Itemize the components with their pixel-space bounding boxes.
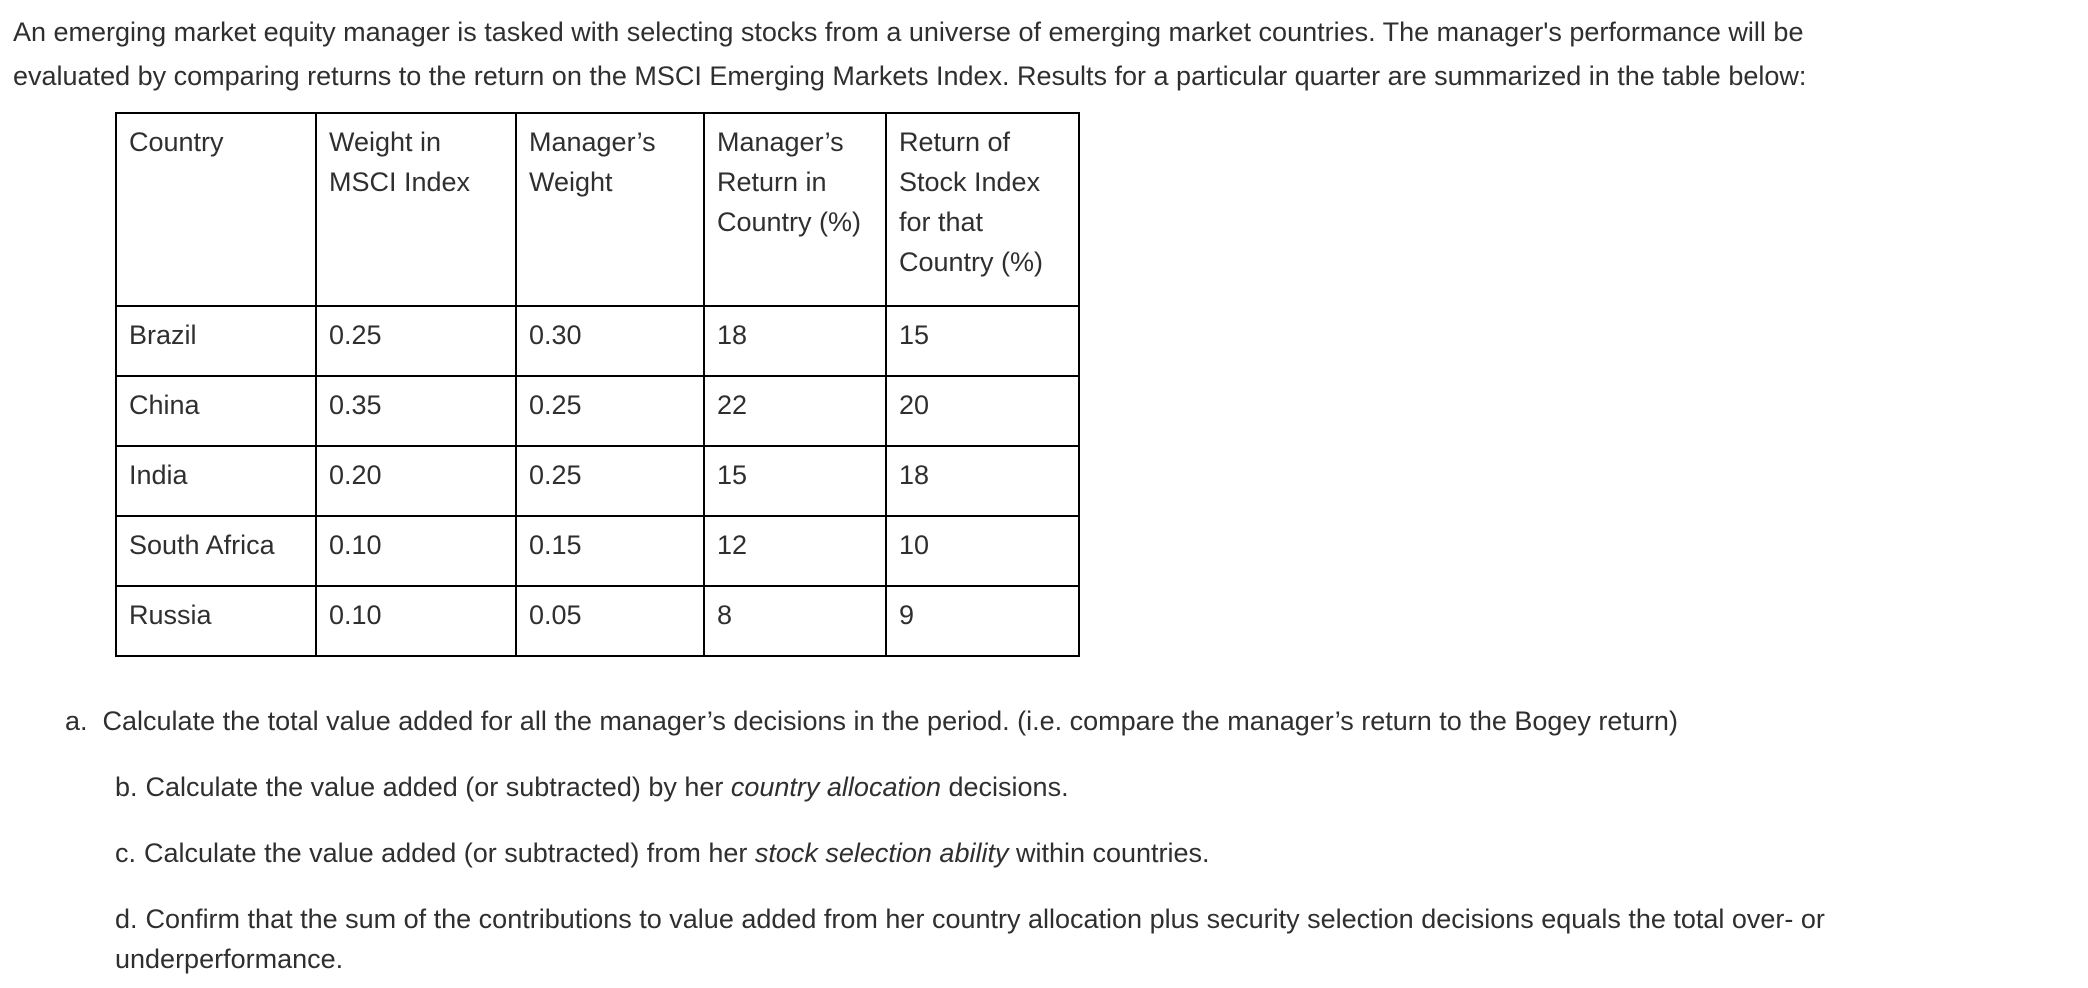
cell-manager-return: 12 xyxy=(703,515,887,587)
col-header-index-return: Return of Stock Index for that Country (… xyxy=(885,112,1080,307)
col-header-manager-weight: Manager’s Weight xyxy=(515,112,705,307)
table-row: India 0.20 0.25 15 18 xyxy=(115,445,1080,517)
cell-manager-weight: 0.25 xyxy=(515,445,705,517)
question-c-text: Calculate the value added (or subtracted… xyxy=(144,838,755,868)
question-a-label: a. xyxy=(65,706,88,736)
cell-manager-return: 15 xyxy=(703,445,887,517)
header-row: Country Weight in MSCI Index Manager’s W… xyxy=(115,112,1080,307)
cell-index-return: 15 xyxy=(885,305,1080,377)
cell-msci-weight: 0.25 xyxy=(315,305,517,377)
cell-manager-return: 8 xyxy=(703,585,887,657)
cell-manager-return: 22 xyxy=(703,375,887,447)
question-a-text: Calculate the total value added for all … xyxy=(102,706,1678,736)
question-c-text-suffix: within countries. xyxy=(1008,838,1210,868)
cell-country: Russia xyxy=(115,585,317,657)
cell-manager-weight: 0.25 xyxy=(515,375,705,447)
question-d-text: Confirm that the sum of the contribution… xyxy=(115,904,1825,974)
cell-msci-weight: 0.35 xyxy=(315,375,517,447)
cell-country: South Africa xyxy=(115,515,317,587)
table-row: Brazil 0.25 0.30 18 15 xyxy=(115,305,1080,377)
table-row: South Africa 0.10 0.15 12 10 xyxy=(115,515,1080,587)
cell-country: India xyxy=(115,445,317,517)
cell-msci-weight: 0.20 xyxy=(315,445,517,517)
cell-manager-weight: 0.05 xyxy=(515,585,705,657)
table-row: China 0.35 0.25 22 20 xyxy=(115,375,1080,447)
cell-index-return: 9 xyxy=(885,585,1080,657)
question-c-italic-phrase: stock selection ability xyxy=(754,838,1009,868)
problem-document: An emerging market equity manager is tas… xyxy=(0,10,2088,979)
table-header: Country Weight in MSCI Index Manager’s W… xyxy=(115,112,1080,307)
cell-country: Brazil xyxy=(115,305,317,377)
question-b-italic-phrase: country allocation xyxy=(730,772,941,802)
cell-msci-weight: 0.10 xyxy=(315,585,517,657)
cell-manager-weight: 0.15 xyxy=(515,515,705,587)
cell-country: China xyxy=(115,375,317,447)
question-d: d. Confirm that the sum of the contributi… xyxy=(115,899,2088,979)
cell-msci-weight: 0.10 xyxy=(315,515,517,587)
results-table: Country Weight in MSCI Index Manager’s W… xyxy=(115,112,1080,657)
question-a: a. Calculate the total value added for al… xyxy=(65,701,2088,741)
question-b-label: b. xyxy=(115,772,138,802)
question-c-label: c. xyxy=(115,838,137,868)
question-b-text: Calculate the value added (or subtracted… xyxy=(145,772,731,802)
col-header-manager-return: Manager’s Return in Country (%) xyxy=(703,112,887,307)
cell-manager-weight: 0.30 xyxy=(515,305,705,377)
document-page: { "page": { "intro": "An emerging market… xyxy=(0,10,2088,988)
question-b-text-suffix: decisions. xyxy=(941,772,1069,802)
cell-index-return: 10 xyxy=(885,515,1080,587)
question-d-label: d. xyxy=(115,904,138,934)
question-c: c. Calculate the value added (or subtract… xyxy=(115,833,2088,873)
problem-statement: An emerging market equity manager is tas… xyxy=(13,17,1807,91)
questions-list: a. Calculate the total value added for al… xyxy=(0,701,2088,979)
cell-manager-return: 18 xyxy=(703,305,887,377)
question-b: b. Calculate the value added (or subtract… xyxy=(115,767,2088,807)
col-header-country: Country xyxy=(115,112,317,307)
cell-index-return: 20 xyxy=(885,375,1080,447)
table-body: Brazil 0.25 0.30 18 15 China 0.35 0.25 2… xyxy=(115,305,1080,657)
table-row: Russia 0.10 0.05 8 9 xyxy=(115,585,1080,657)
col-header-msci-weight: Weight in MSCI Index xyxy=(315,112,517,307)
cell-index-return: 18 xyxy=(885,445,1080,517)
